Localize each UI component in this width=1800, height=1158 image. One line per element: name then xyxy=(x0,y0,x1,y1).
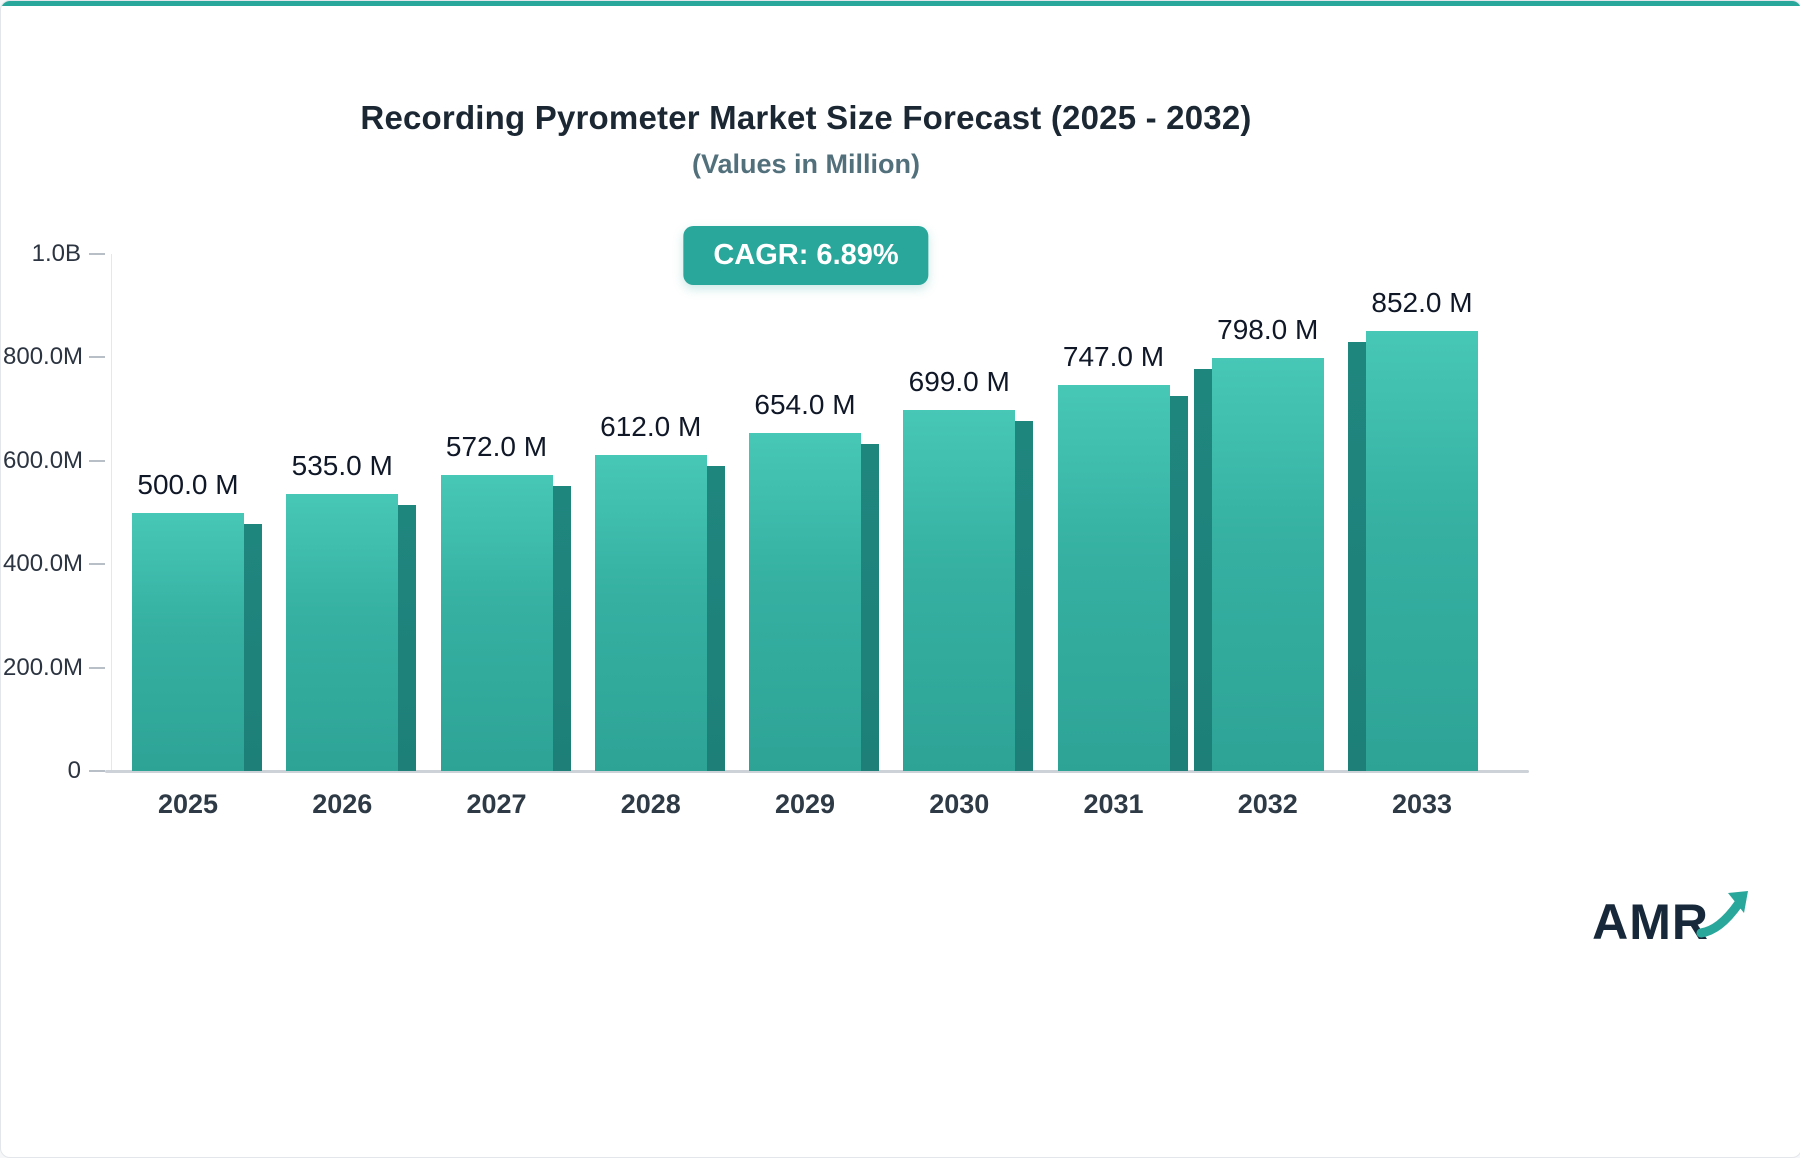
y-tick-label: 800.0M xyxy=(3,343,84,371)
y-tick-label: 1.0B xyxy=(31,240,81,267)
bar-value-label: 699.0 M xyxy=(908,365,1010,397)
y-tick-label: 0 xyxy=(67,757,81,784)
bar-2025 xyxy=(132,512,244,771)
bar-value-label: 612.0 M xyxy=(600,410,702,442)
bar-value-label: 654.0 M xyxy=(754,388,856,420)
bar-2031 xyxy=(1057,384,1170,771)
bar-2032 xyxy=(1211,358,1324,771)
bar-value-label: 535.0 M xyxy=(291,450,393,482)
bar-2029 xyxy=(749,432,861,771)
bar-2028 xyxy=(594,454,707,771)
bar-value-label: 852.0 M xyxy=(1371,286,1473,318)
x-tick-label: 2025 xyxy=(157,789,219,819)
x-axis-line xyxy=(105,770,1529,773)
bar-side-2025 xyxy=(244,523,262,771)
y-tick-label: 600.0M xyxy=(3,446,84,474)
y-tick-mark xyxy=(89,459,105,462)
x-tick-label: 2028 xyxy=(620,789,681,819)
bar-2027 xyxy=(440,475,553,771)
bar-side-2026 xyxy=(398,505,417,771)
logo-text: AMR xyxy=(1592,894,1709,950)
bar-value-label: 572.0 M xyxy=(445,431,548,463)
bar-side-2032 xyxy=(1193,369,1212,771)
x-tick-label: 2030 xyxy=(929,789,990,819)
y-tick-mark xyxy=(89,253,105,255)
y-tick-label: 200.0M xyxy=(3,653,84,681)
bar-side-2030 xyxy=(1015,420,1034,771)
bar-value-label: 500.0 M xyxy=(137,468,239,500)
bar-2026 xyxy=(286,494,399,771)
x-tick-label: 2032 xyxy=(1237,789,1298,819)
bar-value-label: 798.0 M xyxy=(1217,314,1319,346)
bar-2033 xyxy=(1366,330,1478,771)
x-tick-label: 2027 xyxy=(466,789,527,819)
cagr-badge: CAGR: 6.89% xyxy=(683,226,929,285)
x-tick-label: 2031 xyxy=(1083,789,1144,819)
bar-side-2031 xyxy=(1169,395,1188,771)
y-tick-mark xyxy=(89,770,105,772)
bar-side-2028 xyxy=(706,465,725,771)
amr-logo: AMR xyxy=(1592,891,1753,951)
bar-side-2029 xyxy=(861,443,879,771)
y-tick-mark xyxy=(89,563,105,566)
x-tick-label: 2026 xyxy=(312,789,373,819)
bar-side-2033 xyxy=(1348,341,1366,771)
x-tick-label: 2033 xyxy=(1391,789,1453,819)
top-accent-bar xyxy=(1,1,1800,6)
logo-arrow-icon xyxy=(1695,887,1753,951)
y-tick-mark xyxy=(89,666,105,669)
chart-subtitle: (Values in Million) xyxy=(691,149,921,179)
bar-2030 xyxy=(903,409,1016,771)
chart-title: Recording Pyrometer Market Size Forecast… xyxy=(360,99,1252,136)
y-tick-mark xyxy=(89,356,105,359)
bar-value-label: 747.0 M xyxy=(1062,340,1165,372)
bar-side-2027 xyxy=(552,486,571,771)
y-axis-line xyxy=(111,254,112,771)
x-tick-label: 2029 xyxy=(774,789,836,819)
y-tick-label: 400.0M xyxy=(3,550,84,578)
